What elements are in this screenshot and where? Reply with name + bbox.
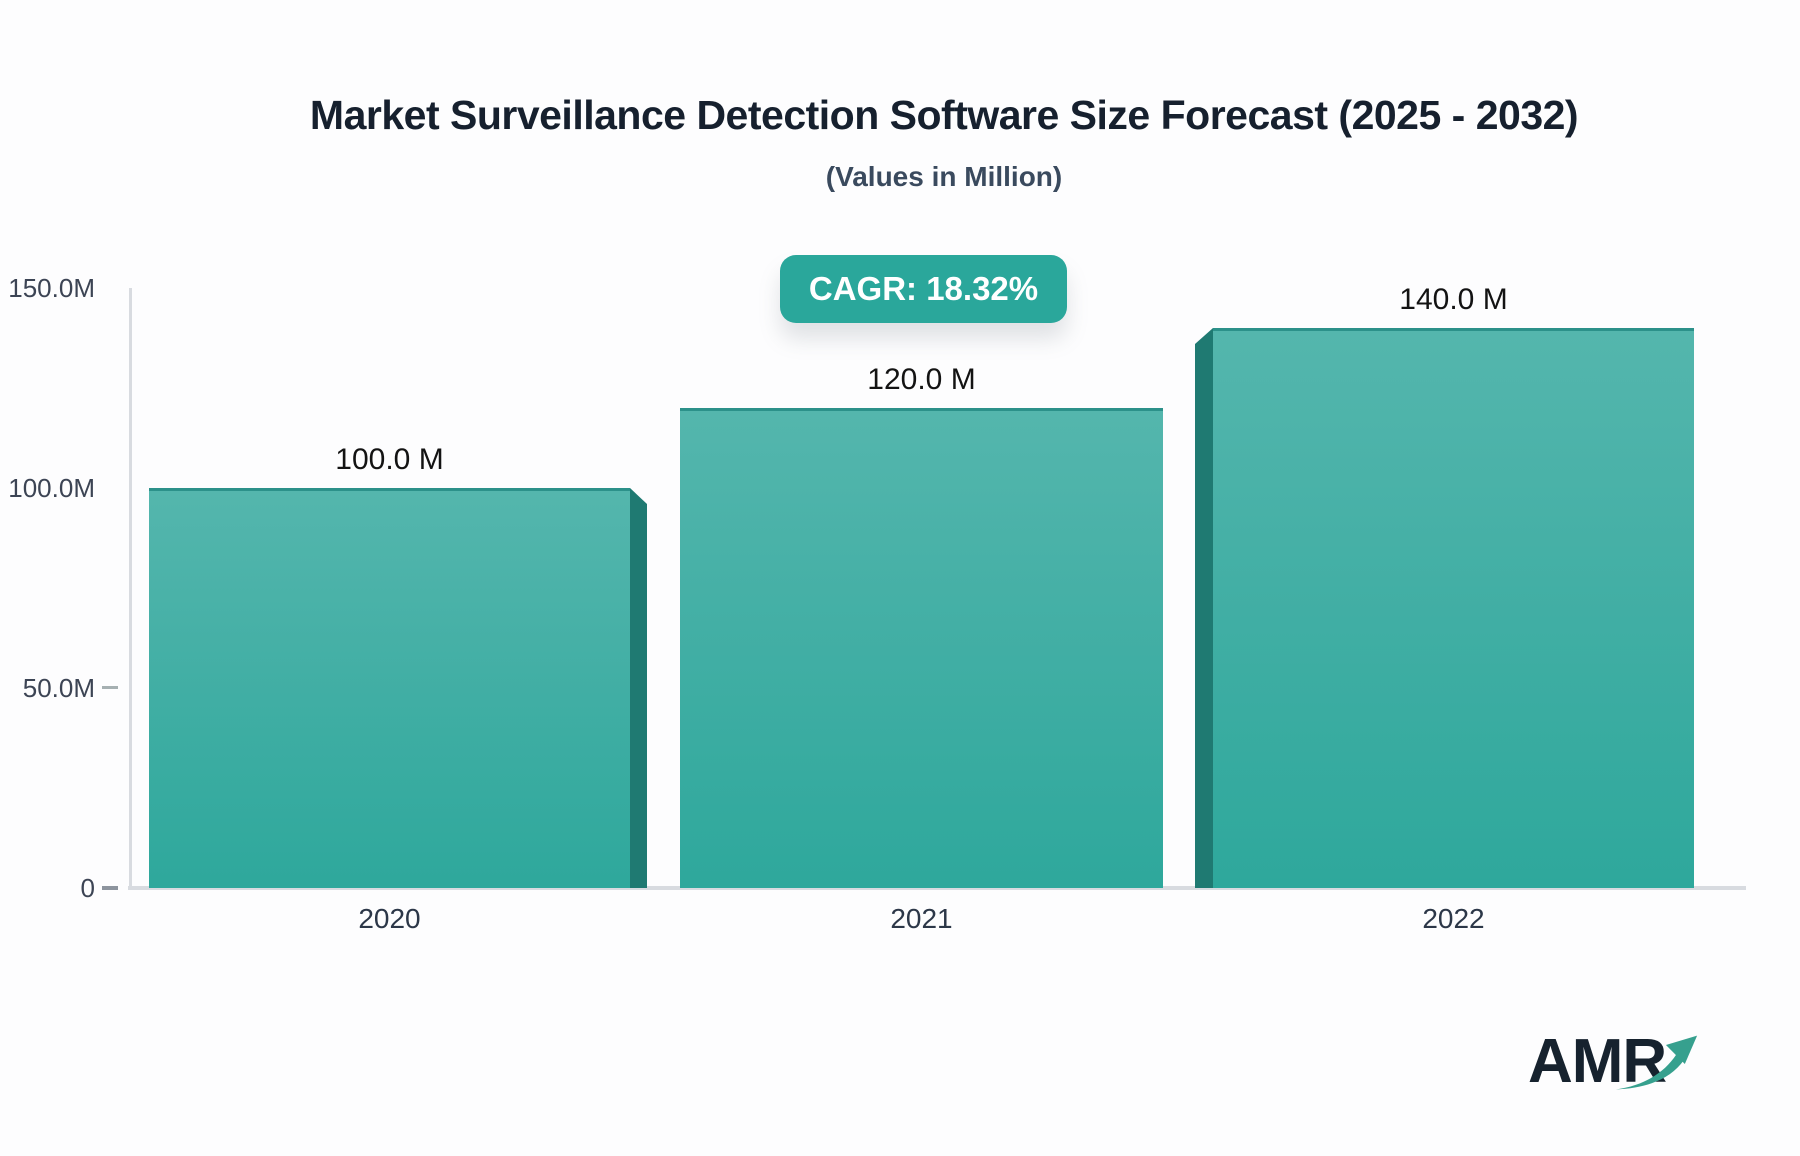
y-tick-label-150m: 150.0M (8, 273, 95, 303)
chart-header: Market Surveillance Detection Software S… (88, 92, 1800, 193)
chart-title: Market Surveillance Detection Software S… (309, 92, 1579, 138)
x-axis-label-2022: 2022 (1422, 903, 1485, 934)
y-tick-label-0: 0 (80, 873, 95, 903)
bar-2020 (149, 488, 630, 888)
y-axis-line (129, 288, 132, 888)
chart-subtitle: (Values in Million) (825, 161, 1063, 192)
x-axis-line (128, 886, 1746, 890)
bar-2020-value-label: 100.0 M (335, 443, 444, 476)
x-axis-label-2021: 2021 (890, 903, 953, 934)
growth-arrow-icon (1615, 1035, 1698, 1090)
y-tick-label-50m: 50.0M (22, 673, 95, 703)
cagr-badge: CAGR: 18.32% (780, 255, 1067, 323)
bar-2020-3d-side (630, 488, 647, 888)
bar-2021-value-label: 120.0 M (867, 363, 976, 396)
bar-2022 (1213, 328, 1694, 888)
y-tick-label-100m: 100.0M (8, 473, 95, 503)
amr-logo: AMR (1528, 1026, 1708, 1106)
bar-2022-3d-side (1195, 328, 1213, 888)
y-tick-mark-0 (102, 886, 118, 890)
bar-2022-value-label: 140.0 M (1399, 283, 1508, 316)
y-tick-mark-50m (102, 686, 118, 689)
x-axis-label-2020: 2020 (358, 903, 421, 934)
bar-2021 (680, 408, 1163, 888)
